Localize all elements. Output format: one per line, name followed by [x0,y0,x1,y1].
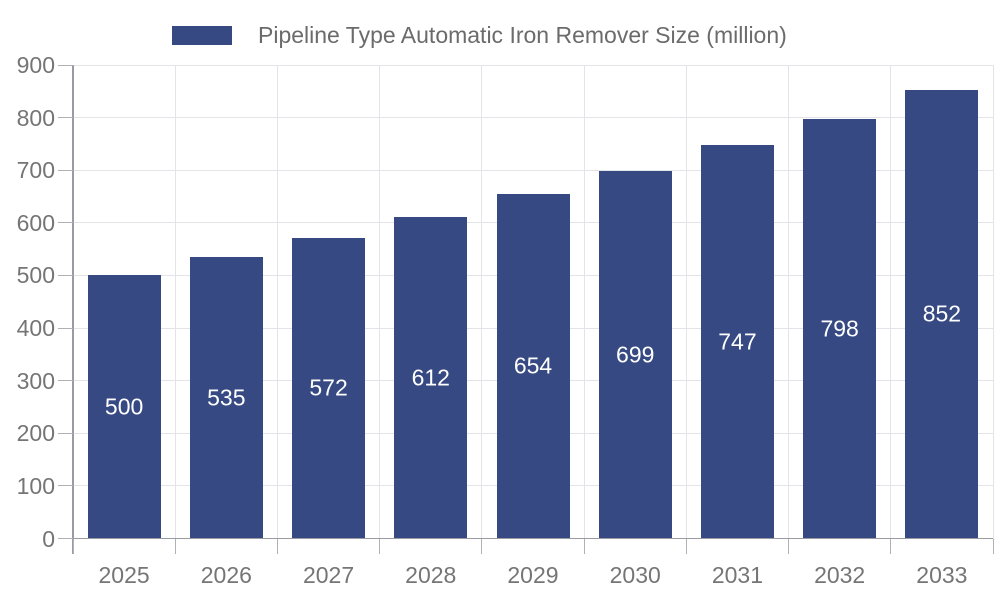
v-gridline [685,65,687,539]
x-axis-line [73,538,993,539]
bar-value-label: 612 [411,364,450,390]
y-axis-label: 600 [16,209,55,236]
bar-value-label: 852 [922,300,962,327]
bar-value-label: 654 [513,352,553,379]
x-axis-label: 2027 [302,561,355,588]
y-axis-line [72,65,74,554]
bar [394,216,468,539]
x-axis-label: 2032 [814,561,866,588]
x-axis-tick [583,538,585,554]
y-axis-label: 100 [16,472,55,499]
x-axis-tick [276,538,278,554]
h-gridline [73,169,993,171]
x-axis-tick [992,538,994,554]
y-axis-label: 200 [16,420,55,447]
bar-value-label: 535 [207,384,246,411]
bar-value-label: 747 [718,328,757,355]
x-axis-tick [890,538,892,554]
x-axis-label: 2026 [200,561,252,588]
x-axis-tick [788,538,790,554]
y-axis-tick [58,222,73,224]
bar [292,237,366,539]
y-axis-tick [58,380,73,382]
bar-value-label: 699 [616,341,655,368]
bar-value-label: 798 [820,315,859,342]
bar [189,257,263,539]
y-axis-label: 0 [42,525,55,552]
bar [803,118,877,539]
y-axis-label: 800 [16,104,55,131]
x-axis-tick [174,538,176,554]
v-gridline [890,65,892,539]
x-axis-label: 2025 [98,561,150,588]
y-axis-label: 400 [16,315,55,342]
v-gridline [174,65,176,539]
x-axis-label: 2029 [507,561,559,588]
x-axis-tick [72,538,74,554]
v-gridline [992,65,994,539]
v-gridline [379,65,381,539]
y-axis-tick [58,117,73,119]
y-axis-label: 300 [16,367,55,394]
bar [700,145,774,539]
v-gridline [788,65,790,539]
legend-label: Pipeline Type Automatic Iron Remover Siz… [258,22,787,48]
y-axis-tick [58,64,73,66]
bar [905,90,979,539]
x-axis-label: 2030 [609,561,661,588]
y-axis-tick [58,169,73,171]
bar [598,170,672,539]
x-axis-label: 2033 [916,561,968,588]
x-axis-tick [481,538,483,554]
v-gridline [481,65,483,539]
y-axis-label: 500 [16,262,55,289]
x-axis-label: 2031 [711,561,764,588]
y-axis-tick [58,327,73,329]
h-gridline [73,117,993,119]
bar [87,275,161,539]
y-axis-label: 700 [16,157,55,184]
v-gridline [583,65,585,539]
v-gridline [276,65,278,539]
y-axis-label: 900 [16,52,55,78]
x-axis-tick [685,538,687,554]
h-gridline [73,64,993,66]
y-axis-tick [58,485,73,487]
x-axis-tick [379,538,381,554]
y-axis-tick [58,432,73,434]
bar-value-label: 500 [104,393,144,420]
legend-swatch-icon [172,25,232,45]
y-axis-tick [58,538,73,539]
bar-value-label: 572 [309,374,348,401]
y-axis-tick [58,274,73,276]
legend-item[interactable]: Pipeline Type Automatic Iron Remover Siz… [172,22,787,48]
bar [496,194,570,539]
x-axis-label: 2028 [405,561,457,588]
